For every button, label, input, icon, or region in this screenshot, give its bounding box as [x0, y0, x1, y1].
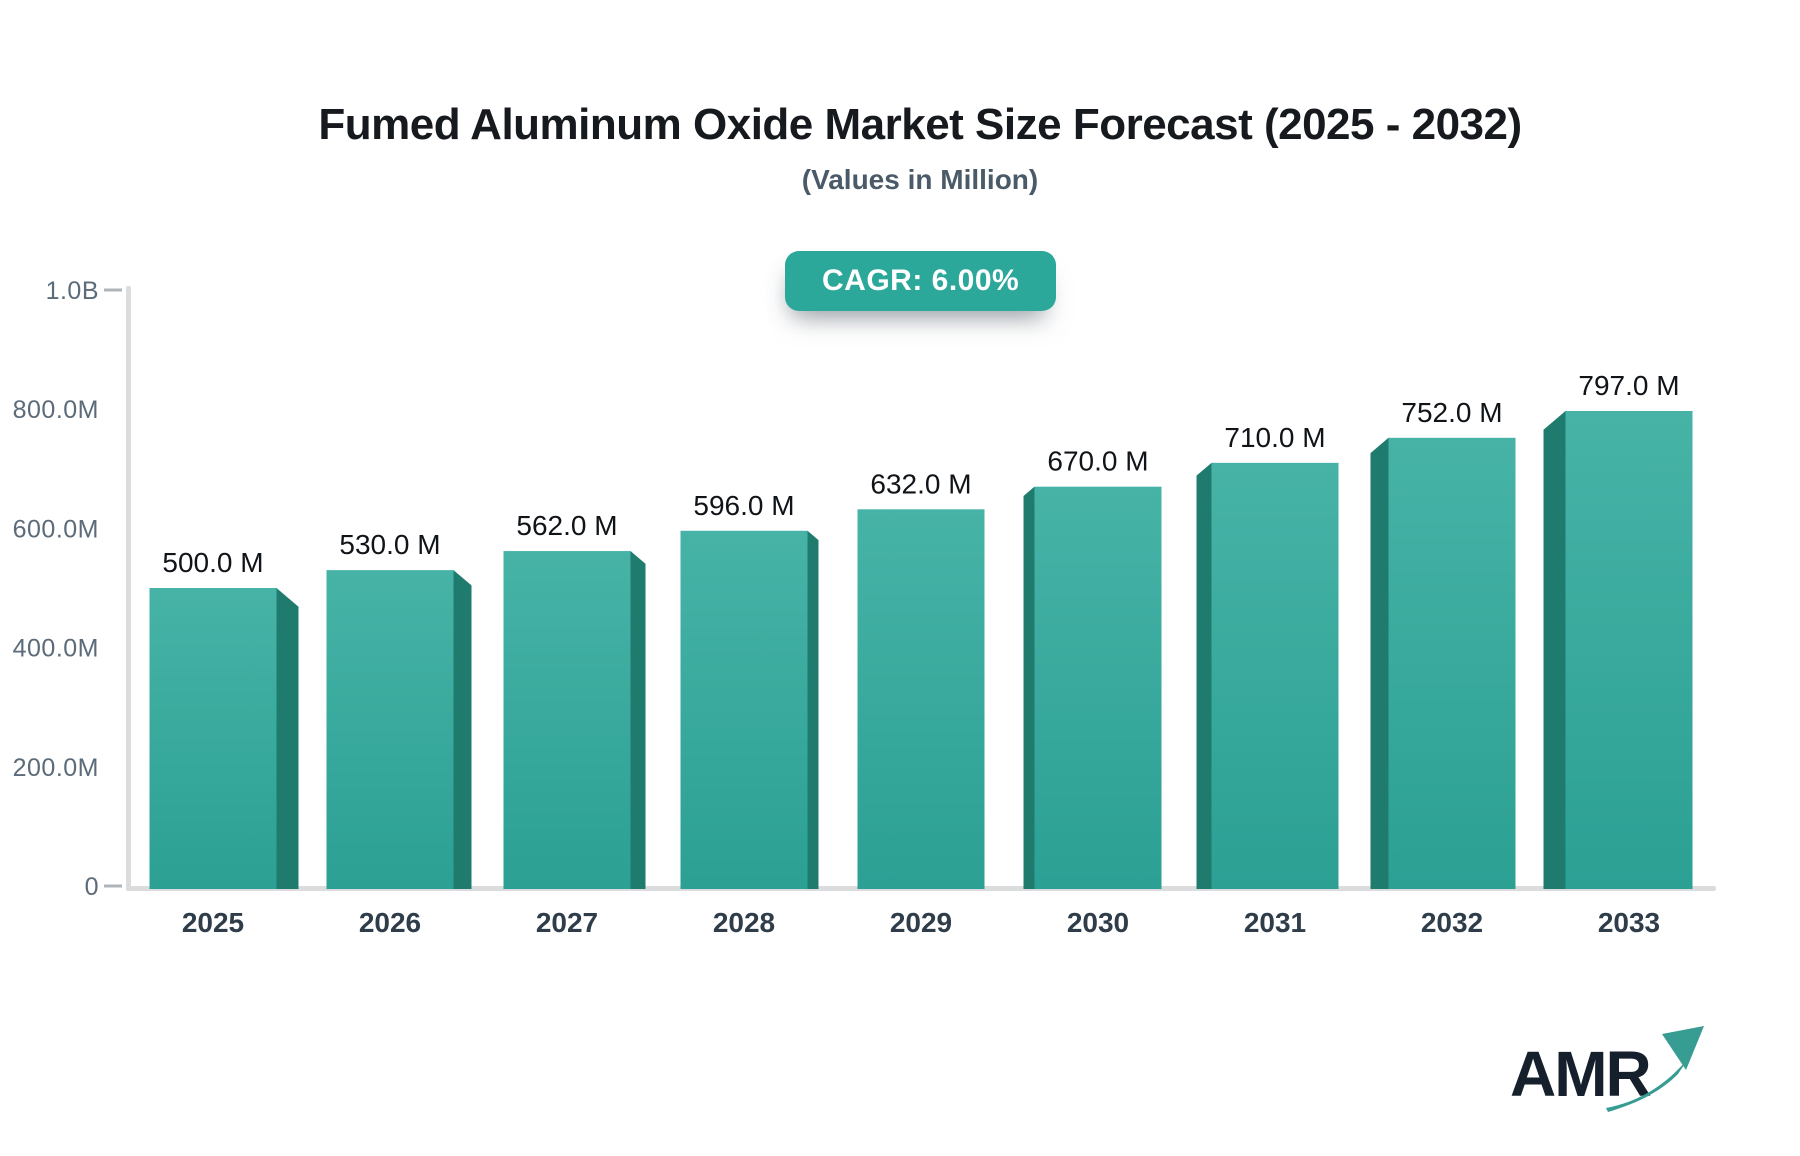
y-axis-label: 200.0M [13, 754, 99, 782]
x-axis-label: 2027 [536, 907, 598, 938]
y-axis-line [126, 286, 131, 891]
bar-side-face [807, 530, 819, 889]
x-axis-label: 2033 [1598, 907, 1660, 938]
bar [1565, 410, 1693, 889]
labels-layer: 1.0B 800.0M 600.0M 400.0M 200.0M 0 500.0 M 2025… [13, 277, 1680, 938]
bar-side-face [1543, 410, 1566, 889]
bar-side-face [453, 570, 472, 889]
bar-value-label: 710.0 M [1224, 422, 1325, 453]
x-axis-label: 2031 [1244, 907, 1306, 938]
y-axis-tick [104, 884, 122, 888]
bar-side-face [1023, 486, 1035, 889]
cagr-badge: CAGR: 6.00% [785, 251, 1057, 311]
amr-logo: AMR [1510, 1026, 1704, 1112]
bar [1211, 462, 1339, 889]
bar-side-face [1196, 462, 1212, 889]
bar [857, 509, 985, 889]
bar [503, 551, 631, 889]
bar-value-label: 530.0 M [339, 529, 440, 560]
y-axis-tick [104, 288, 122, 292]
growth-arrow-icon [1606, 1026, 1704, 1112]
y-axis-label: 0 [85, 873, 99, 901]
x-axis-label: 2025 [182, 907, 244, 938]
bars-layer [149, 410, 1693, 889]
bar [1034, 486, 1162, 889]
y-axis-label: 800.0M [13, 396, 99, 424]
bar-value-label: 596.0 M [693, 490, 794, 521]
bar [149, 588, 277, 889]
x-axis-label: 2030 [1067, 907, 1129, 938]
y-axis-label: 400.0M [13, 635, 99, 663]
chart-title: Fumed Aluminum Oxide Market Size Forecas… [318, 100, 1522, 149]
bar [1388, 437, 1516, 889]
x-axis-label: 2026 [359, 907, 421, 938]
amr-logo-text: AMR [1510, 1038, 1652, 1110]
bar-value-label: 632.0 M [870, 468, 971, 499]
bar-side-face [1370, 437, 1389, 889]
x-axis-label: 2032 [1421, 907, 1483, 938]
bar-value-label: 670.0 M [1047, 446, 1148, 477]
x-axis-label: 2029 [890, 907, 952, 938]
bar-side-face [276, 588, 299, 889]
bar-value-label: 562.0 M [516, 510, 617, 541]
bar-value-label: 752.0 M [1401, 397, 1502, 428]
bar [680, 530, 808, 889]
bar [326, 570, 454, 889]
chart-subtitle: (Values in Million) [801, 164, 1039, 195]
bar-value-label: 500.0 M [162, 547, 263, 578]
bar-value-label: 797.0 M [1578, 370, 1679, 401]
y-axis-label: 600.0M [13, 515, 99, 543]
bar-side-face [630, 551, 646, 889]
x-axis-label: 2028 [713, 907, 775, 938]
y-axis-label: 1.0B [46, 277, 99, 305]
